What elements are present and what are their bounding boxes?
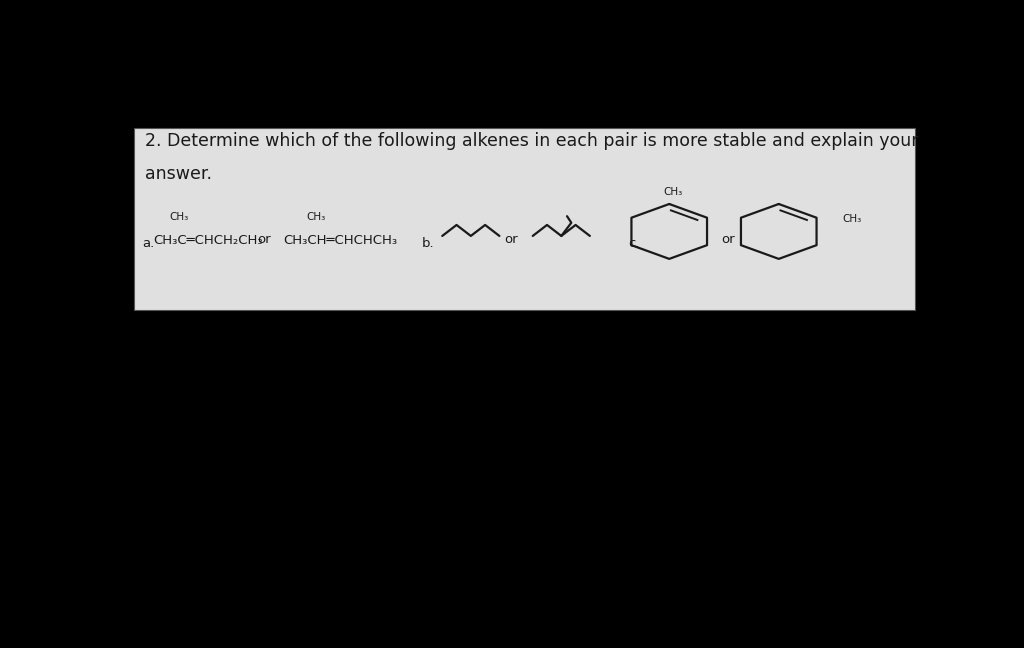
Text: CH₃: CH₃ <box>169 213 188 222</box>
Text: CH₃: CH₃ <box>306 213 326 222</box>
Text: 2. Determine which of the following alkenes in each pair is more stable and expl: 2. Determine which of the following alke… <box>145 132 919 150</box>
Text: or: or <box>504 233 518 246</box>
Text: CH₃: CH₃ <box>664 187 683 196</box>
Text: a.: a. <box>142 237 155 250</box>
Text: c.: c. <box>628 237 639 250</box>
Text: CH₃CH═CHCHCH₃: CH₃CH═CHCHCH₃ <box>283 235 397 248</box>
FancyBboxPatch shape <box>134 128 915 310</box>
Text: answer.: answer. <box>145 165 212 183</box>
Text: or: or <box>257 233 271 246</box>
Text: b.: b. <box>422 237 434 250</box>
Text: or: or <box>722 233 735 246</box>
Text: CH₃: CH₃ <box>842 214 861 224</box>
Text: CH₃C═CHCH₂CH₃: CH₃C═CHCH₂CH₃ <box>154 235 263 248</box>
